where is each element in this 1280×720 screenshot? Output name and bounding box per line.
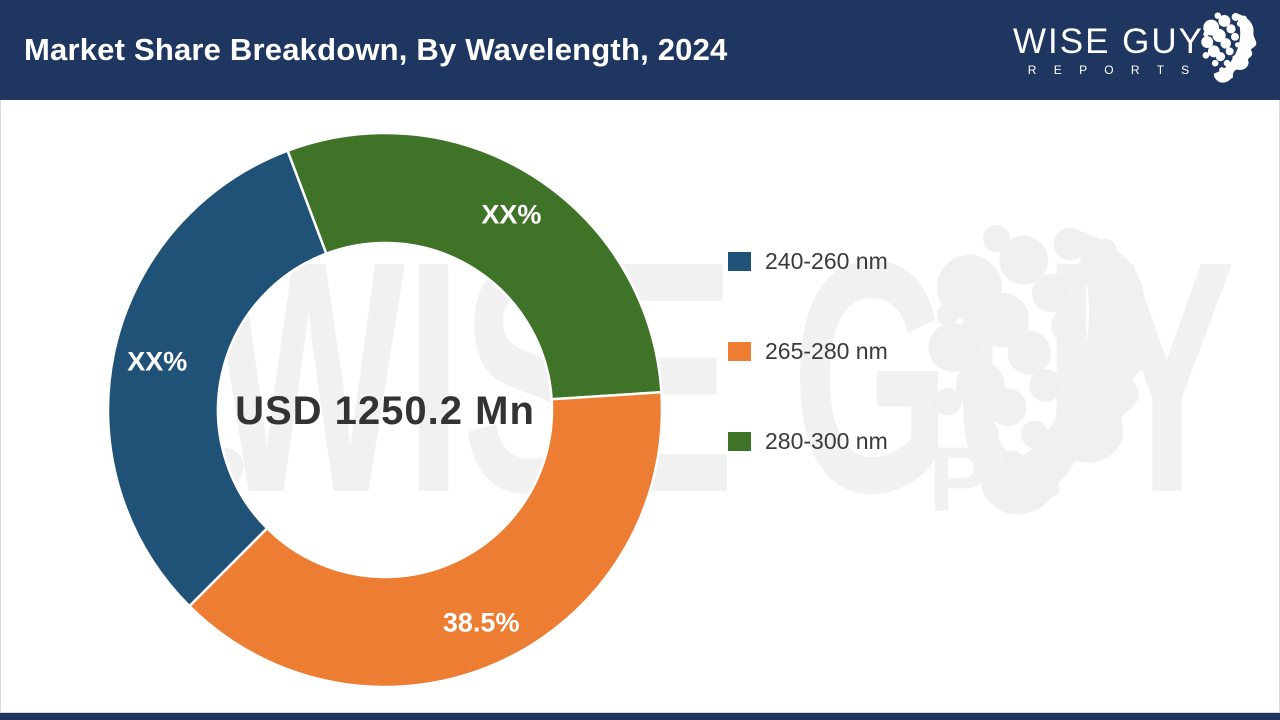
slice-label-265-280-nm: 38.5%: [443, 608, 520, 638]
watermark-text-primary: WISE GUY: [212, 192, 1236, 561]
legend-item-240-260: 240-260 nm: [728, 249, 888, 273]
legend-item-265-280: 265-280 nm: [728, 339, 888, 363]
wiseguy-face-icon: [1198, 10, 1264, 90]
slice-label-240-260-nm: XX%: [127, 346, 187, 376]
footer-bar: [0, 713, 1280, 720]
legend-swatch-orange: [728, 341, 751, 361]
donut-slice-280-300-nm: [285, 131, 663, 401]
chart-legend: 240-260 nm 265-280 nm 280-300 nm: [728, 249, 888, 519]
chart-center-value: USD 1250.2 Mn: [235, 389, 535, 433]
wiseguy-logo: WISE GUY R E P O R T S: [1013, 0, 1264, 100]
donut-slice-265-280-nm: [187, 390, 664, 689]
logo-sub-text: R E P O R T S: [1027, 62, 1197, 77]
legend-swatch-blue: [728, 251, 751, 271]
header-bar: Market Share Breakdown, By Wavelength, 2…: [0, 0, 1280, 100]
logo-name-text: WISE GUY: [1012, 21, 1204, 61]
slice-label-280-300-nm: XX%: [481, 200, 541, 230]
page-title: Market Share Breakdown, By Wavelength, 2…: [24, 32, 728, 67]
donut-slice-240-260-nm: [106, 149, 328, 608]
legend-swatch-green: [728, 431, 751, 451]
legend-item-280-300: 280-300 nm: [728, 429, 888, 453]
